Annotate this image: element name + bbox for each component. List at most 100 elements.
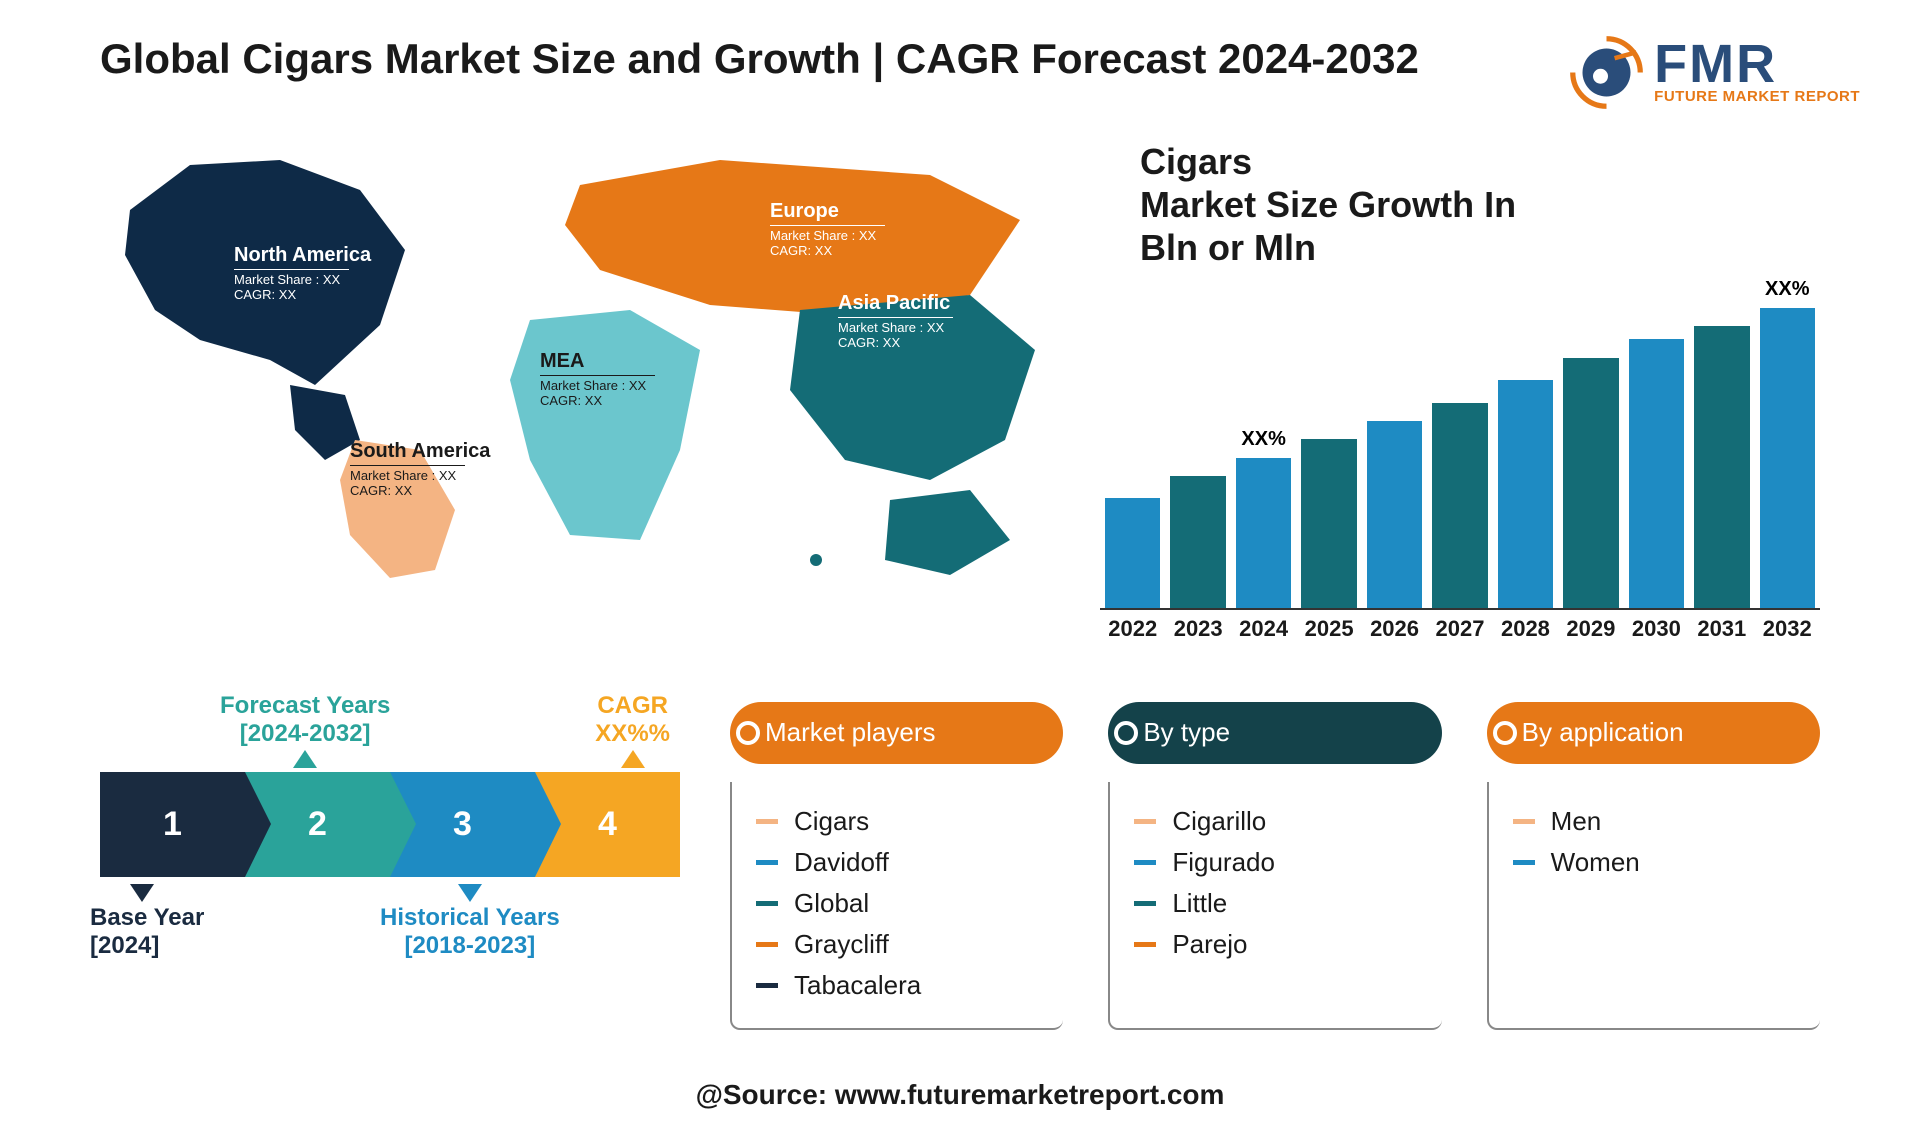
category-panel: By type Cigarillo Figurado Little Parejo [1108,702,1441,1030]
list-item-label: Parejo [1172,929,1247,960]
historical-label: Historical Years [380,904,560,932]
list-item: Cigarillo [1134,806,1431,837]
logo-main-text: FMR [1654,40,1860,89]
bar-column [1301,439,1356,607]
x-axis-label: 2026 [1367,616,1422,642]
cagr-value: XX%% [595,720,670,748]
logo-sub-text: FUTURE MARKET REPORT [1654,88,1860,105]
bar-column [1563,358,1618,608]
legend-dash [756,819,778,824]
list-item-label: Cigars [794,806,869,837]
category-panel: By application Men Women [1487,702,1820,1030]
list-item-label: Davidoff [794,847,889,878]
list-item-label: Little [1172,888,1227,919]
bar-column [1432,403,1487,608]
legend-dash [1134,860,1156,865]
legend-dash [756,942,778,947]
fmr-logo: FMR FUTURE MARKET REPORT [1569,35,1860,110]
x-axis-label: 2025 [1301,616,1356,642]
legend-dash [756,860,778,865]
cagr-annotation: CAGR XX%% [595,692,670,770]
header: Global Cigars Market Size and Growth | C… [100,35,1820,110]
list-item-label: Men [1551,806,1602,837]
list-item-label: Graycliff [794,929,889,960]
timeline-bar: 1234 [100,772,680,877]
bottom-row: Forecast Years [2024-2032] CAGR XX%% 123… [100,702,1820,1030]
bar-chart: Cigars Market Size Growth In Bln or Mln … [1100,140,1820,642]
legend-dash [1513,860,1535,865]
legend-dash [756,983,778,988]
list-item: Parejo [1134,929,1431,960]
bar-column [1694,326,1749,608]
chart-title-line1: Cigars [1140,141,1252,182]
source-attribution: @Source: www.futuremarketreport.com [0,1079,1920,1111]
legend-dash [1513,819,1535,824]
category-panel: Market players Cigars Davidoff Global Graycl… [730,702,1063,1030]
forecast-annotation: Forecast Years [2024-2032] [220,692,390,770]
list-header: By type [1108,702,1441,764]
base-year-annotation: Base Year [2024] [90,882,204,960]
list-item-label: Tabacalera [794,970,921,1001]
bar-column [1498,380,1553,607]
bar-column: XX% [1236,458,1291,608]
x-axis-label: 2029 [1563,616,1618,642]
list-body: Men Women [1487,782,1820,1030]
list-body: Cigars Davidoff Global Graycliff Tabacalera [730,782,1063,1030]
list-header: By application [1487,702,1820,764]
list-item: Little [1134,888,1431,919]
chart-area: XX% XX% [1100,290,1820,610]
chart-title-line3: Bln or Mln [1140,227,1316,268]
legend-dash [1134,819,1156,824]
map-region-label: North AmericaMarket Share : XXCAGR: XX [234,244,371,302]
page-title: Global Cigars Market Size and Growth | C… [100,35,1419,83]
base-year-label: Base Year [90,904,204,932]
legend-dash [1134,901,1156,906]
x-axis-label: 2032 [1760,616,1815,642]
list-item-label: Global [794,888,869,919]
timeline-segment: 1 [100,772,245,877]
bar-column: XX% [1760,308,1815,608]
list-item: Figurado [1134,847,1431,878]
legend-dash [756,901,778,906]
list-item: Davidoff [756,847,1053,878]
list-panels: Market players Cigars Davidoff Global Graycl… [730,702,1820,1030]
x-axis-label: 2030 [1629,616,1684,642]
x-axis-label: 2024 [1236,616,1291,642]
historical-value: [2018-2023] [380,932,560,960]
logo-icon [1569,35,1644,110]
world-map: North AmericaMarket Share : XXCAGR: XX So… [100,140,1060,580]
legend-dash [1134,942,1156,947]
list-item: Women [1513,847,1810,878]
x-axis-label: 2028 [1498,616,1553,642]
list-item: Graycliff [756,929,1053,960]
list-item: Tabacalera [756,970,1053,1001]
timeline: Forecast Years [2024-2032] CAGR XX%% 123… [100,702,680,1030]
list-item: Global [756,888,1053,919]
x-axis-label: 2023 [1170,616,1225,642]
list-item: Men [1513,806,1810,837]
map-region-label: MEAMarket Share : XXCAGR: XX [540,350,655,408]
list-header: Market players [730,702,1063,764]
forecast-label: Forecast Years [220,692,390,720]
map-region-label: Asia PacificMarket Share : XXCAGR: XX [838,292,953,350]
chart-title-line2: Market Size Growth In [1140,184,1516,225]
map-region-label: South AmericaMarket Share : XXCAGR: XX [350,440,490,498]
historical-annotation: Historical Years [2018-2023] [380,882,560,960]
map-region-label: EuropeMarket Share : XXCAGR: XX [770,200,885,258]
list-item: Cigars [756,806,1053,837]
cagr-label: CAGR [595,692,670,720]
bar-column [1367,421,1422,607]
list-item-label: Figurado [1172,847,1275,878]
forecast-value: [2024-2032] [220,720,390,748]
chart-title: Cigars Market Size Growth In Bln or Mln [1140,140,1820,270]
bar-column [1105,498,1160,607]
chart-x-labels: 2022 2023 2024 2025 2026 2027 2028 2029 2030 2031… [1100,616,1820,642]
bar-column [1629,339,1684,607]
x-axis-label: 2031 [1694,616,1749,642]
x-axis-label: 2027 [1432,616,1487,642]
list-item-label: Cigarillo [1172,806,1266,837]
list-item-label: Women [1551,847,1640,878]
x-axis-label: 2022 [1105,616,1160,642]
list-body: Cigarillo Figurado Little Parejo [1108,782,1441,1030]
bar-column [1170,476,1225,608]
